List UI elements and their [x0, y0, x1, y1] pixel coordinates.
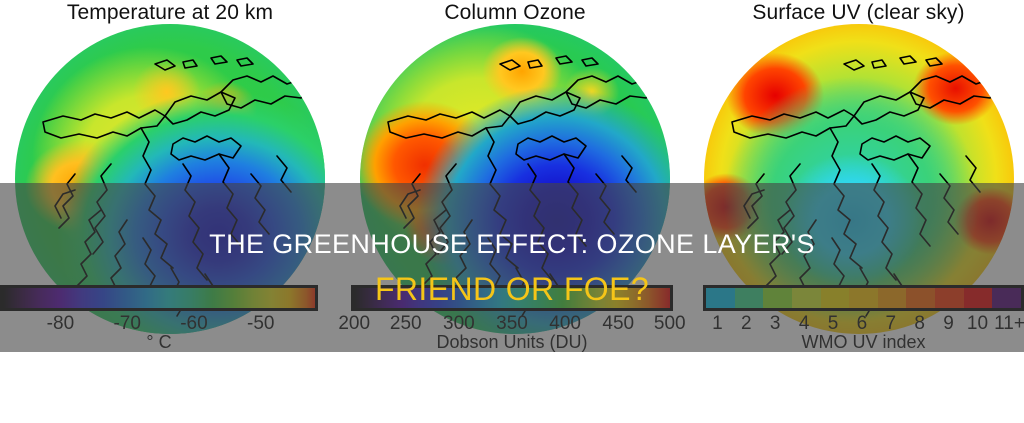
colorbar-block-surface-uv: 1 2 3 4 5 6 7 8 9 10 11+ WMO UV index [703, 281, 1024, 352]
panel-temperature: Temperature at 20 km [0, 0, 340, 352]
watermark-logo: CyClimate [861, 353, 1010, 386]
uv-block-8 [906, 288, 936, 308]
colorbar-label-temperature: ° C [146, 332, 172, 352]
uv-block-3 [763, 288, 792, 308]
colorbar-column-ozone [351, 285, 673, 311]
uv-block-2 [734, 288, 764, 308]
colorbar-block-temperature: -80 -70 -60 -50 ° C [0, 281, 318, 352]
panel-title-temperature: Temperature at 20 km [66, 1, 274, 24]
colorbar-label-surface-uv: WMO UV index [801, 332, 926, 352]
uv-block-4 [791, 288, 821, 308]
colorbar-label-column-ozone: Dobson Units (DU) [436, 332, 588, 352]
colorbar-gradient-temperature [3, 288, 315, 308]
uv-block-11 [992, 288, 1022, 308]
uv-block-1 [706, 288, 735, 308]
uv-block-10 [963, 288, 993, 308]
panel-title-column-ozone: Column Ozone [444, 1, 586, 24]
colorbar-gradient-column-ozone [354, 288, 670, 308]
colorbar-surface-uv [703, 285, 1024, 311]
panel-column-ozone: Column Ozone [338, 0, 686, 352]
colorbar-temperature [0, 285, 318, 311]
colorbar-block-column-ozone: 200 250 300 350 400 450 500 Dobson Units… [338, 281, 686, 352]
uv-block-7 [877, 288, 907, 308]
uv-block-9 [935, 288, 964, 308]
panel-title-surface-uv: Surface UV (clear sky) [752, 1, 965, 24]
colorbar-blocks-surface-uv [706, 288, 1022, 308]
uv-block-5 [820, 288, 850, 308]
panel-surface-uv: Surface UV (clear sky) [693, 0, 1024, 352]
uv-block-6 [849, 288, 878, 308]
